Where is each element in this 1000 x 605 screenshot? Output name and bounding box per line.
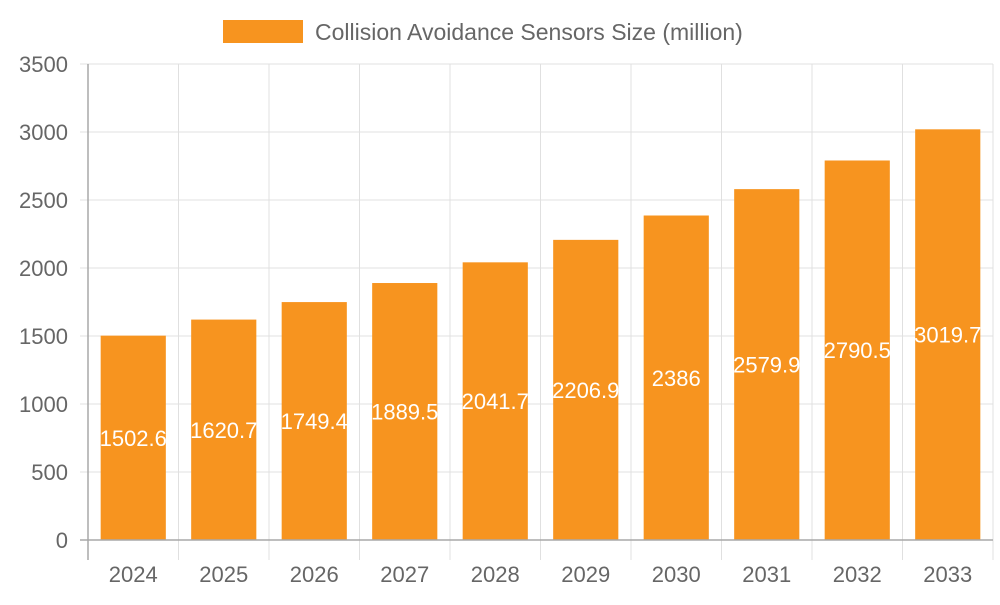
- bar-2027[interactable]: [372, 283, 438, 540]
- y-tick-label: 2500: [19, 188, 68, 213]
- legend-label: Collision Avoidance Sensors Size (millio…: [315, 19, 743, 45]
- y-tick-label: 2000: [19, 256, 68, 281]
- bar-2031[interactable]: [734, 189, 800, 540]
- x-tick-label: 2031: [742, 562, 791, 587]
- y-tick-label: 1000: [19, 392, 68, 417]
- data-label: 2206.9: [552, 378, 619, 403]
- data-label: 1889.5: [371, 400, 438, 425]
- data-label: 2790.5: [824, 338, 891, 363]
- y-tick-label: 3000: [19, 120, 68, 145]
- data-label: 1620.7: [190, 418, 257, 443]
- x-tick-label: 2030: [652, 562, 701, 587]
- data-label: 2579.9: [733, 353, 800, 378]
- bar-2030[interactable]: [643, 215, 709, 540]
- x-tick-label: 2027: [380, 562, 429, 587]
- x-tick-label: 2025: [199, 562, 248, 587]
- bar-2029[interactable]: [553, 239, 619, 540]
- y-tick-label: 500: [31, 460, 68, 485]
- bar-2025[interactable]: [191, 319, 257, 540]
- bar-2026[interactable]: [281, 302, 347, 540]
- legend[interactable]: Collision Avoidance Sensors Size (millio…: [223, 19, 743, 45]
- x-tick-label: 2028: [471, 562, 520, 587]
- data-label: 1502.6: [100, 426, 167, 451]
- x-tick-label: 2026: [290, 562, 339, 587]
- x-tick-label: 2033: [923, 562, 972, 587]
- legend-swatch: [223, 20, 303, 43]
- y-tick-label: 1500: [19, 324, 68, 349]
- bar-2033[interactable]: [915, 129, 981, 540]
- data-label: 1749.4: [281, 409, 348, 434]
- y-tick-label: 0: [56, 528, 68, 553]
- bars: 1502.6 1620.7 1749.4 1889.5 2041.7 2206.9 2386…: [100, 129, 981, 540]
- x-tick-label: 2029: [561, 562, 610, 587]
- bar-2024[interactable]: [100, 335, 166, 540]
- bar-2028[interactable]: [462, 262, 528, 540]
- bar-2032[interactable]: [824, 160, 890, 540]
- axes: 0 500 1000 1500 2000 2500 3000 3500 2024 2025 2026…: [19, 52, 993, 587]
- data-label: 2386: [652, 366, 701, 391]
- x-tick-label: 2024: [109, 562, 158, 587]
- x-tick-label: 2032: [833, 562, 882, 587]
- data-label: 3019.7: [914, 323, 981, 348]
- y-tick-label: 3500: [19, 52, 68, 77]
- data-label: 2041.7: [462, 389, 529, 414]
- grid: [80, 63, 994, 560]
